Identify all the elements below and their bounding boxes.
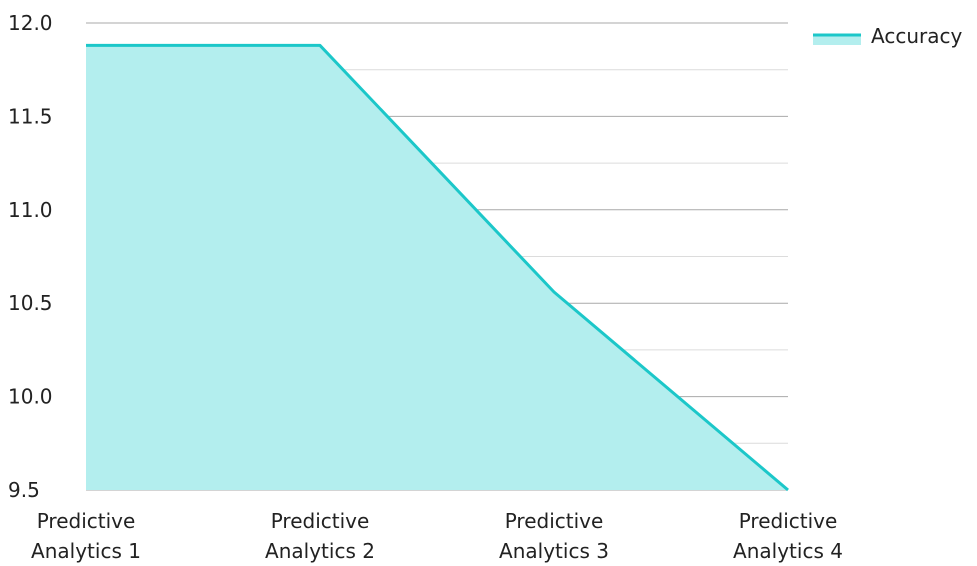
legend: Accuracy <box>813 24 962 48</box>
x-tick-label: Predictive Analytics 1 <box>31 509 141 563</box>
x-tick-label-line: Analytics 4 <box>733 539 843 563</box>
legend-label-accuracy: Accuracy <box>871 24 962 48</box>
x-axis-ticks: Predictive Analytics 1 Predictive Analytics… <box>31 509 843 563</box>
x-tick-label-line: Analytics 1 <box>31 539 141 563</box>
x-tick-label: Predictive Analytics 3 <box>499 509 609 563</box>
y-tick-label: 10.5 <box>8 291 53 315</box>
y-tick-label: 11.0 <box>8 198 53 222</box>
y-tick-label: 12.0 <box>8 11 53 35</box>
x-tick-label-line: Predictive <box>505 509 604 533</box>
x-tick-label-line: Analytics 2 <box>265 539 375 563</box>
series-line-accuracy <box>86 43 789 492</box>
legend-swatch <box>813 35 861 45</box>
y-axis-ticks: 12.0 11.5 11.0 10.5 10.0 9.5 <box>8 11 53 502</box>
x-tick-label-line: Predictive <box>271 509 370 533</box>
x-tick-label-line: Predictive <box>739 509 838 533</box>
x-tick-label-line: Analytics 3 <box>499 539 609 563</box>
x-tick-label: Predictive Analytics 2 <box>265 509 375 563</box>
y-tick-label: 9.5 <box>8 478 40 502</box>
y-tick-label: 11.5 <box>8 104 53 128</box>
x-tick-label-line: Predictive <box>37 509 136 533</box>
y-tick-label: 10.0 <box>8 385 53 409</box>
x-tick-label: Predictive Analytics 4 <box>733 509 843 563</box>
area-series <box>85 43 789 492</box>
area-fill-accuracy <box>86 45 788 490</box>
